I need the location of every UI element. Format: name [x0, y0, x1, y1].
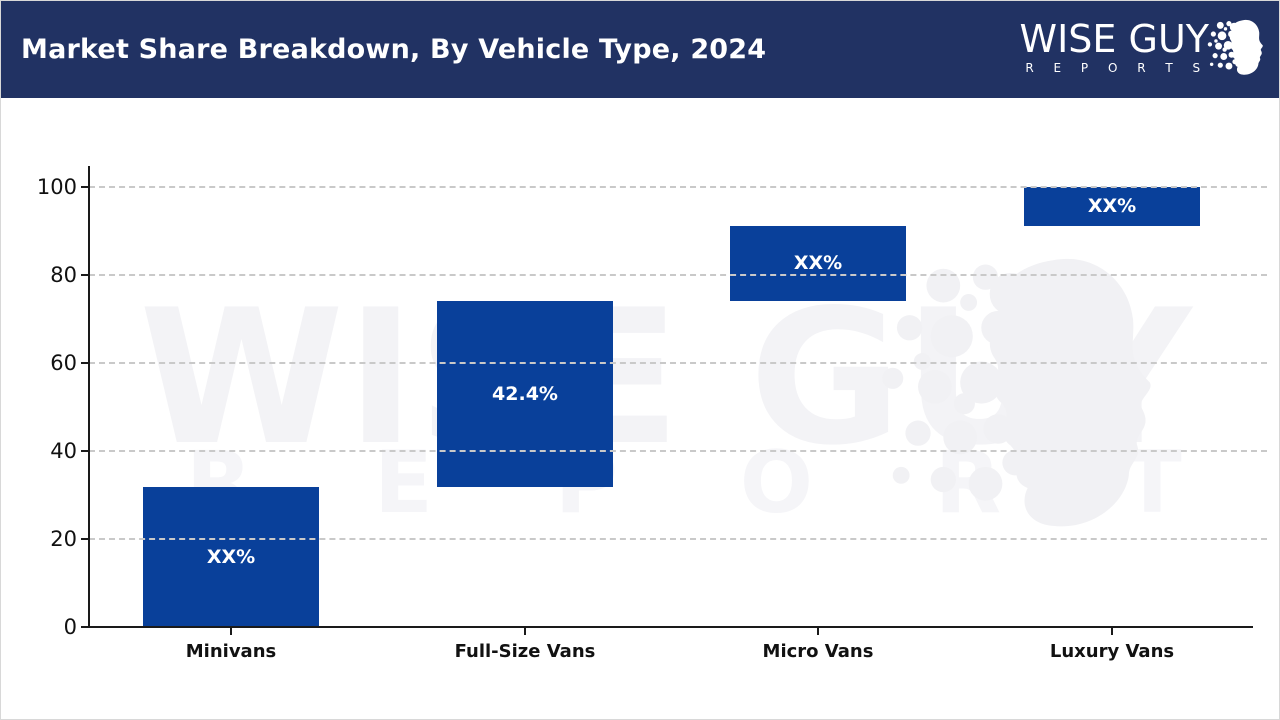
- y-axis-tick: [81, 626, 89, 628]
- x-axis-tick: [817, 628, 819, 635]
- y-axis-tick: [81, 538, 89, 540]
- logo-text: WISE GUY R E P O R T S: [1020, 20, 1209, 74]
- y-tick-label: 0: [63, 615, 77, 639]
- page-title: Market Share Breakdown, By Vehicle Type,…: [21, 34, 767, 65]
- wiseguy-logo: WISE GUY R E P O R T S: [1020, 6, 1267, 88]
- y-tick-label: 100: [36, 175, 77, 199]
- header: Market Share Breakdown, By Vehicle Type,…: [1, 1, 1279, 98]
- bar: [1024, 187, 1200, 226]
- gridline: [89, 450, 1267, 452]
- gridline: [89, 274, 1267, 276]
- y-axis-tick: [81, 274, 89, 276]
- y-tick-label: 60: [50, 351, 77, 375]
- logo-head-icon: [1207, 19, 1263, 75]
- x-tick-label: Luxury Vans: [1049, 641, 1175, 662]
- x-axis-tick: [524, 628, 526, 635]
- y-axis-tick: [81, 450, 89, 452]
- y-tick-label: 40: [50, 439, 77, 463]
- bar-label: XX%: [793, 252, 843, 275]
- y-tick-label: 80: [50, 263, 77, 287]
- y-axis-tick: [81, 186, 89, 188]
- y-axis-tick: [81, 362, 89, 364]
- gridline: [89, 362, 1267, 364]
- watermark-subtitle: R E P O R T S: [186, 433, 1279, 533]
- gridline: [89, 538, 1267, 540]
- logo-wordmark: WISE GUY: [1019, 17, 1209, 61]
- x-tick-label: Full-Size Vans: [454, 641, 596, 662]
- bar-label: XX%: [206, 546, 256, 569]
- y-tick-label: 20: [50, 527, 77, 551]
- bar: [143, 487, 319, 627]
- logo-subtitle: R E P O R T S: [1025, 61, 1209, 75]
- bar: [730, 225, 906, 301]
- x-axis-tick: [1111, 628, 1113, 635]
- bar-label: 42.4%: [492, 382, 558, 405]
- bar: [437, 300, 613, 488]
- x-tick-label: Micro Vans: [762, 641, 874, 662]
- bar-label: XX%: [1087, 195, 1137, 218]
- watermark-wordmark: WISE GUY: [139, 269, 1194, 486]
- x-axis-line: [89, 626, 1253, 628]
- y-axis-line: [88, 166, 90, 628]
- gridline: [89, 186, 1267, 188]
- x-axis-tick: [230, 628, 232, 635]
- x-tick-label: Minivans: [185, 641, 277, 662]
